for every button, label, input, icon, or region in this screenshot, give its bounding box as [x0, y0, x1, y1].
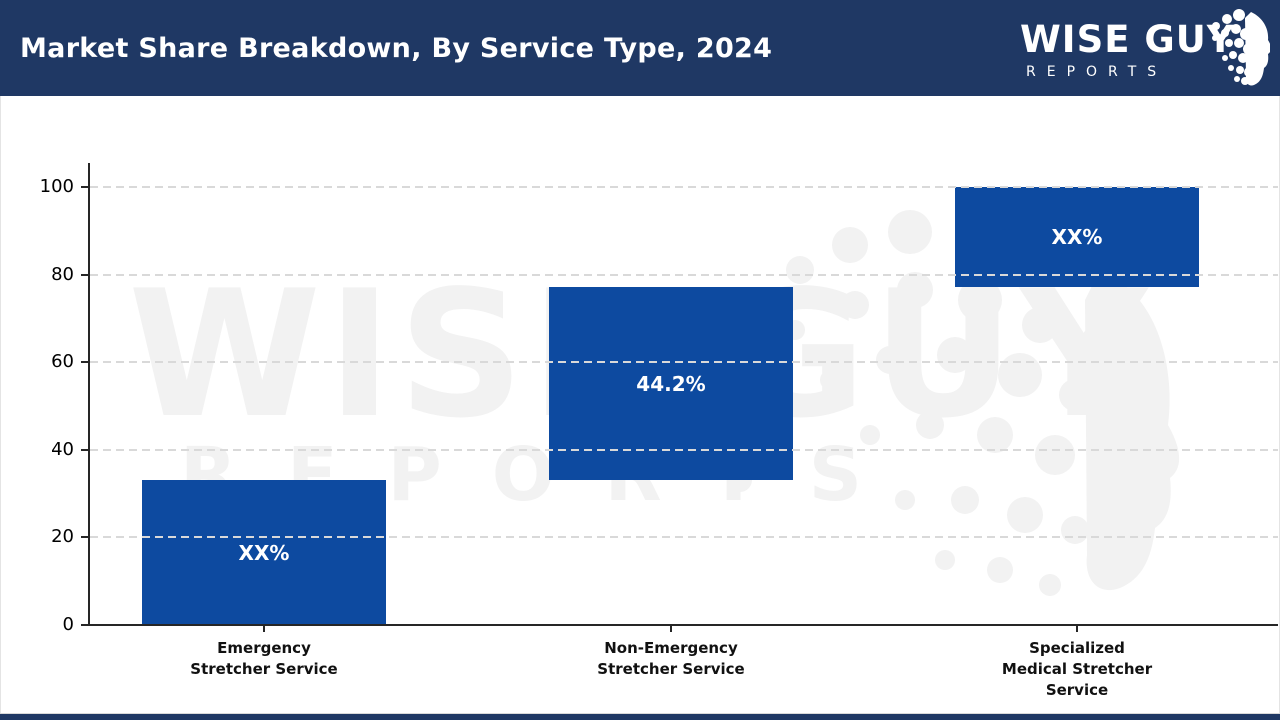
- y-tick-label: 20: [51, 526, 74, 548]
- x-axis-line: [88, 624, 1278, 626]
- bar-value-label: XX%: [1051, 224, 1103, 249]
- category-label-line: Stretcher Service: [190, 660, 338, 678]
- bar-value-label: XX%: [238, 540, 290, 565]
- y-tick-label: 0: [62, 614, 74, 635]
- y-tick-label: 100: [39, 176, 74, 197]
- category-label-line: Service: [1045, 681, 1109, 699]
- bar-segment: XX%: [955, 187, 1199, 287]
- y-tick-mark: [81, 361, 88, 364]
- y-gridline: [90, 273, 1278, 276]
- x-tick-mark: [1076, 626, 1078, 632]
- category-label-line: Non-Emergency: [604, 639, 738, 657]
- wiseguy-logo: WISE GUY REPORTS: [1020, 9, 1270, 86]
- y-tick-label: 80: [51, 263, 74, 285]
- x-tick-mark: [670, 626, 672, 632]
- y-gridline: [90, 186, 1278, 188]
- category-label: Emergency Stretcher Service: [84, 638, 444, 680]
- bar-segment: 44.2%: [549, 286, 793, 481]
- x-tick-mark: [263, 626, 265, 632]
- y-tick-mark: [81, 536, 88, 539]
- category-label-line: Medical Stretcher: [1001, 660, 1153, 678]
- category-label: Non-Emergency Stretcher Service: [491, 638, 851, 680]
- y-tick-mark: [81, 186, 88, 188]
- bar-segment: XX%: [142, 480, 386, 625]
- logo-head-dots-icon: [1212, 9, 1270, 86]
- category-label-line: Emergency: [217, 639, 311, 657]
- category-label-line: Specialized: [1029, 639, 1125, 657]
- y-gridline: [90, 536, 1278, 539]
- footer-band: [0, 713, 1280, 720]
- y-tick-mark: [81, 273, 88, 276]
- header-band: Market Share Breakdown, By Service Type,…: [0, 0, 1280, 96]
- y-gridline: [90, 361, 1278, 364]
- y-tick-mark: [81, 448, 88, 451]
- bar-value-label: 44.2%: [636, 371, 706, 396]
- y-axis-line: [88, 163, 90, 625]
- y-tick-label: 40: [51, 438, 74, 460]
- logo-tagline-text: REPORTS: [1026, 64, 1167, 80]
- logo-name-text: WISE GUY: [1020, 18, 1235, 61]
- category-label-line: Stretcher Service: [597, 660, 745, 678]
- y-gridline: [90, 448, 1278, 451]
- y-tick-label: 60: [51, 351, 74, 373]
- y-tick-mark: [81, 624, 88, 626]
- category-label: Specialized Medical Stretcher Service: [897, 638, 1257, 701]
- page-title: Market Share Breakdown, By Service Type,…: [20, 32, 773, 64]
